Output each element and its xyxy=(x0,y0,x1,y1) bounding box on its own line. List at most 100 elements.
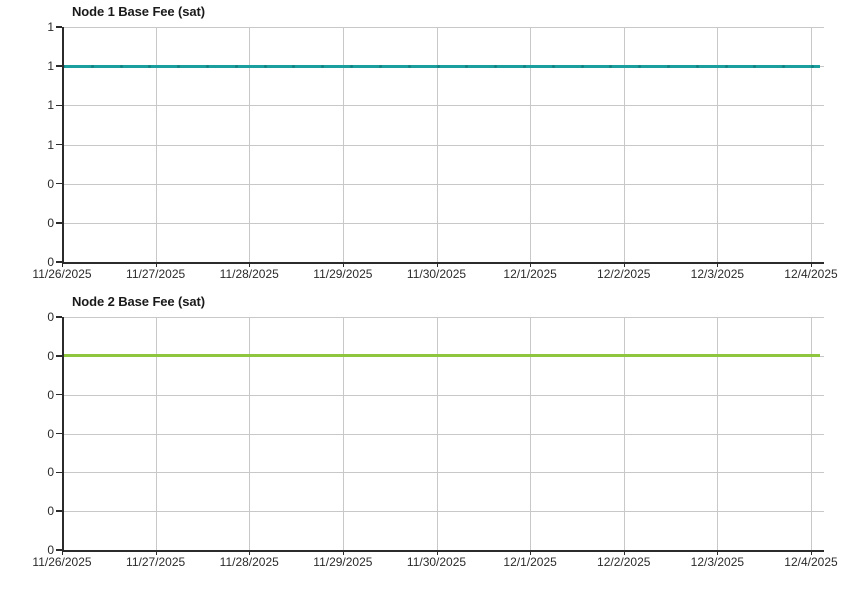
x-tick-label: 11/28/2025 xyxy=(219,267,279,281)
x-tick-mark xyxy=(249,262,251,267)
x-tick-mark xyxy=(155,550,157,555)
x-tick-mark xyxy=(717,262,719,267)
series-data-point xyxy=(263,64,267,68)
x-tick-mark xyxy=(811,262,812,267)
gridline-vertical xyxy=(436,27,438,262)
series-data-point xyxy=(292,64,296,68)
series-data-point xyxy=(378,64,382,68)
x-tick-mark xyxy=(623,262,625,267)
y-tick-mark xyxy=(56,393,62,396)
gridline-vertical xyxy=(155,317,157,550)
y-tick-mark xyxy=(56,222,62,224)
y-tick-label: 1 xyxy=(47,20,54,34)
series-data-point xyxy=(724,64,728,68)
chart-title-node-1: Node 1 Base Fee (sat) xyxy=(72,4,206,19)
gridline-horizontal xyxy=(62,183,824,185)
gridline-horizontal xyxy=(62,222,824,224)
series-data-point xyxy=(695,64,699,68)
series-data-point xyxy=(580,64,584,68)
plot-area-node-1 xyxy=(62,27,824,263)
plot-area-node-2 xyxy=(62,317,824,551)
y-tick-label: 0 xyxy=(47,543,54,557)
series-data-point xyxy=(148,64,152,68)
x-tick-mark xyxy=(342,262,344,267)
y-tick-label: 0 xyxy=(47,255,54,269)
y-tick-label: 0 xyxy=(47,310,54,324)
y-axis-line-node-2 xyxy=(62,317,64,551)
y-tick-mark xyxy=(56,143,62,146)
series-data-point xyxy=(407,64,411,68)
gridline-vertical xyxy=(623,27,625,262)
x-axis-line-node-1 xyxy=(62,262,824,264)
y-tick-label: 0 xyxy=(47,465,54,480)
series-line-node-1 xyxy=(62,64,820,68)
gridline-vertical xyxy=(717,317,719,550)
x-tick-mark xyxy=(249,550,251,555)
x-tick-mark xyxy=(436,550,438,555)
series-data-point xyxy=(119,64,123,68)
gridline-vertical xyxy=(530,27,532,262)
x-tick-mark xyxy=(530,550,532,555)
x-tick-label: 12/1/2025 xyxy=(503,267,557,281)
y-tick-mark xyxy=(56,316,62,318)
y-tick-label: 0 xyxy=(47,426,54,441)
series-data-point xyxy=(465,64,469,68)
x-tick-label: 12/2/2025 xyxy=(597,555,651,569)
series-line-node-2 xyxy=(62,354,820,358)
x-tick-mark xyxy=(155,262,157,267)
gridline-horizontal xyxy=(62,511,824,513)
gridline-horizontal xyxy=(62,433,824,435)
x-tick-label: 12/2/2025 xyxy=(597,267,651,281)
series-data-point xyxy=(350,64,354,68)
series-data-point xyxy=(811,64,814,68)
gridline-horizontal xyxy=(62,317,824,318)
series-data-point xyxy=(321,64,325,68)
x-tick-label: 12/3/2025 xyxy=(690,267,745,281)
gridline-horizontal xyxy=(62,394,824,396)
x-tick-mark xyxy=(62,262,63,267)
gridline-vertical xyxy=(811,317,812,550)
series-data-point xyxy=(177,64,181,68)
y-tick-label: 1 xyxy=(47,137,54,152)
x-tick-label: 11/30/2025 xyxy=(406,267,467,281)
y-tick-mark xyxy=(56,65,62,67)
gridline-horizontal xyxy=(62,144,824,146)
y-axis-line-node-1 xyxy=(62,27,64,263)
x-tick-label: 11/29/2025 xyxy=(313,555,373,569)
chart-panel-node-2: Node 2 Base Fee (sat) 0 0 0 0 0 0 0 11/26/2025… xyxy=(0,290,860,580)
y-tick-mark xyxy=(56,432,62,435)
x-axis-line-node-2 xyxy=(62,550,824,552)
y-tick-label: 1 xyxy=(47,59,54,74)
series-data-point xyxy=(436,64,440,68)
x-tick-label: 11/26/2025 xyxy=(32,267,92,281)
series-data-point xyxy=(638,64,642,68)
chart-title-node-2: Node 2 Base Fee (sat) xyxy=(72,294,206,309)
series-data-point xyxy=(753,64,757,68)
gridline-vertical xyxy=(249,27,251,262)
y-tick-label: 0 xyxy=(47,176,54,191)
y-tick-label: 0 xyxy=(47,348,54,363)
x-tick-mark xyxy=(811,550,812,555)
gridline-vertical xyxy=(342,27,344,262)
series-data-point xyxy=(206,64,210,68)
x-tick-mark xyxy=(623,550,625,555)
y-tick-mark xyxy=(56,261,62,263)
series-data-point xyxy=(522,64,526,68)
x-tick-label: 11/28/2025 xyxy=(219,555,279,569)
series-data-point xyxy=(666,64,670,68)
x-tick-label: 11/27/2025 xyxy=(126,267,186,281)
series-data-point xyxy=(494,64,498,68)
series-data-point xyxy=(782,64,786,68)
y-tick-mark xyxy=(56,182,62,185)
y-tick-label: 0 xyxy=(47,387,54,402)
x-tick-mark xyxy=(62,550,63,555)
y-tick-label: 0 xyxy=(47,504,54,519)
x-tick-label: 12/4/2025 xyxy=(784,555,838,569)
x-tick-label: 11/26/2025 xyxy=(32,555,92,569)
gridline-horizontal xyxy=(62,27,824,28)
gridline-vertical xyxy=(155,27,157,262)
x-tick-label: 12/3/2025 xyxy=(690,555,745,569)
y-tick-label: 1 xyxy=(47,98,54,113)
x-tick-mark xyxy=(717,550,719,555)
x-tick-mark xyxy=(436,262,438,267)
